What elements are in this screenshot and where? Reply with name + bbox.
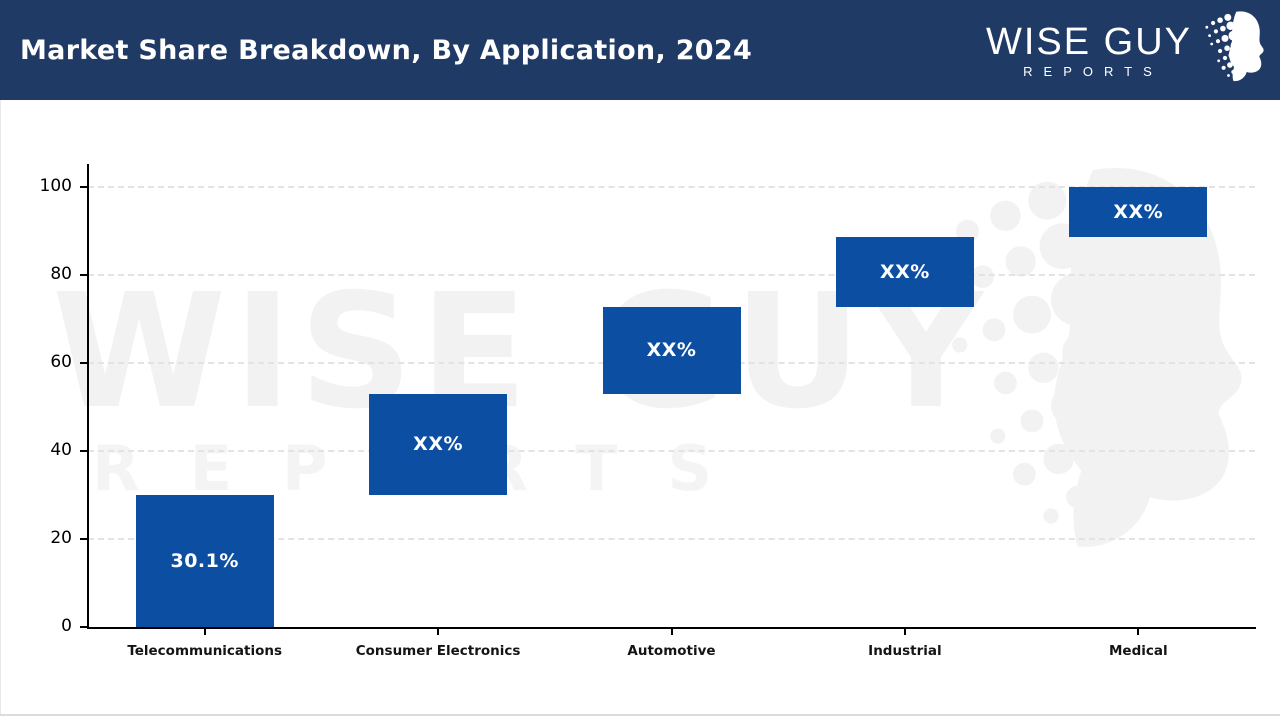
- gridline-100: [88, 186, 1255, 188]
- left-edge-line: [0, 100, 1, 714]
- brand-subname: REPORTS: [1023, 63, 1163, 79]
- y-tick-label: 40: [50, 440, 72, 460]
- bar-segment: 30.1%: [135, 494, 274, 627]
- y-tick-20: [80, 538, 87, 540]
- bar-value-label: XX%: [879, 260, 930, 283]
- bar-segment: XX%: [369, 393, 508, 495]
- brand-logo: WISE GUY REPORTS: [986, 8, 1268, 94]
- y-tick-80: [80, 274, 87, 276]
- gridline-40: [88, 450, 1255, 452]
- x-tick: [1137, 629, 1140, 635]
- y-tick-label: 0: [61, 616, 72, 636]
- x-category-label: Automotive: [627, 643, 716, 659]
- x-tick: [203, 629, 206, 635]
- x-axis-line: [87, 627, 1256, 629]
- y-tick-label: 20: [50, 528, 72, 548]
- y-tick-60: [80, 362, 87, 364]
- bottom-edge-line: [0, 714, 1280, 716]
- x-tick: [670, 629, 673, 635]
- chart-title: Market Share Breakdown, By Application, …: [20, 34, 753, 66]
- x-tick: [903, 629, 906, 635]
- brand-logo-text: WISE GUY REPORTS: [985, 21, 1192, 79]
- y-tick-100: [80, 186, 87, 188]
- x-category-label: Consumer Electronics: [355, 643, 521, 659]
- bar-value-label: 30.1%: [170, 549, 239, 572]
- watermark-text-1: WISE GUY: [52, 260, 991, 444]
- brand-name: WISE GUY: [985, 21, 1192, 64]
- x-category-label: Industrial: [868, 643, 942, 659]
- bar-value-label: XX%: [1113, 201, 1164, 224]
- x-category-label: Telecommunications: [127, 643, 283, 659]
- bar-value-label: XX%: [646, 339, 697, 362]
- gridline-20: [88, 538, 1255, 540]
- x-tick: [437, 629, 440, 635]
- y-axis-line: [87, 164, 89, 629]
- y-tick-label: 60: [50, 352, 72, 372]
- y-tick-label: 80: [50, 264, 72, 284]
- y-tick-40: [80, 450, 87, 452]
- wiseguy-face-icon: [1205, 11, 1264, 82]
- gridline-80: [88, 274, 1255, 276]
- y-tick-label: 100: [39, 176, 72, 196]
- bar-value-label: XX%: [413, 433, 464, 456]
- bar-segment: XX%: [1069, 187, 1208, 238]
- header-band: Market Share Breakdown, By Application, …: [0, 0, 1280, 100]
- bar-segment: XX%: [835, 237, 974, 307]
- x-category-label: Medical: [1108, 643, 1168, 659]
- y-tick-0: [80, 626, 87, 628]
- bar-segment: XX%: [602, 306, 741, 394]
